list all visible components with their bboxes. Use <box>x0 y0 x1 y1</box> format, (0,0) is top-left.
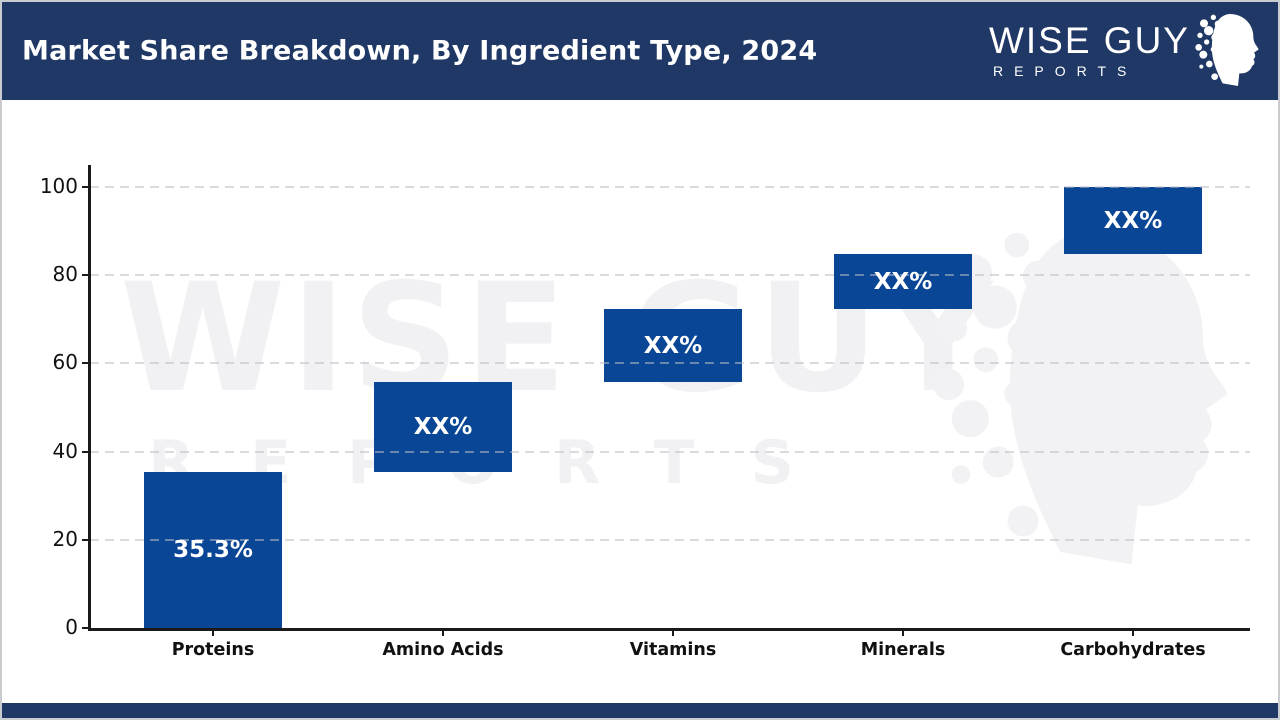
brand-wordmark: WISE GUY REPORTS <box>988 19 1190 80</box>
y-tick <box>82 186 90 188</box>
y-tick <box>82 627 90 629</box>
category-label: Carbohydrates <box>1060 640 1206 660</box>
brand-logo: WISE GUY REPORTS <box>989 10 1264 90</box>
brand-head-icon <box>1195 14 1259 86</box>
gridline <box>90 274 1250 277</box>
page-title: Market Share Breakdown, By Ingredient Ty… <box>22 35 818 67</box>
brand-subtitle: REPORTS <box>992 63 1138 80</box>
category-label: Amino Acids <box>382 640 504 660</box>
gridline <box>90 186 1250 188</box>
header-bar: Market Share Breakdown, By Ingredient Ty… <box>2 2 1278 100</box>
y-axis-line <box>88 165 91 630</box>
y-tick <box>82 362 90 365</box>
bar-value-label: XX% <box>413 414 473 441</box>
bar-proteins <box>144 472 282 628</box>
y-tick-label: 80 <box>52 262 78 287</box>
bar-vitamins <box>604 309 742 382</box>
category-label: Proteins <box>171 640 255 660</box>
bar-value-label: XX% <box>873 268 933 295</box>
category-label: Minerals <box>860 640 946 660</box>
y-tick <box>82 274 90 277</box>
watermark-head-icon <box>933 229 1228 565</box>
y-tick-label: 20 <box>52 526 78 551</box>
x-tick <box>672 628 674 636</box>
category-label: Vitamins <box>629 640 717 660</box>
bar-minerals <box>834 254 972 310</box>
x-tick <box>902 628 904 636</box>
x-tick <box>212 628 214 636</box>
y-tick <box>82 450 90 453</box>
bar-value-label: 35.3% <box>173 537 253 564</box>
y-tick-label: 40 <box>52 438 78 463</box>
y-tick <box>82 538 90 541</box>
gridline <box>90 538 1250 541</box>
y-tick-label: 60 <box>52 350 78 375</box>
y-tick-label: 0 <box>65 615 78 639</box>
bar-value-label: XX% <box>643 332 703 359</box>
x-tick <box>442 628 444 636</box>
y-tick-label: 100 <box>39 174 78 198</box>
gridline <box>90 450 1250 453</box>
x-axis-line <box>88 628 1250 631</box>
x-tick <box>1132 628 1134 636</box>
footer-bar <box>2 703 1278 718</box>
bar-value-label: XX% <box>1103 207 1163 234</box>
bar-carbohydrates <box>1064 187 1202 255</box>
bar-amino-acids <box>374 381 512 473</box>
gridline <box>90 362 1250 365</box>
brand-name: WISE GUY <box>988 19 1190 61</box>
